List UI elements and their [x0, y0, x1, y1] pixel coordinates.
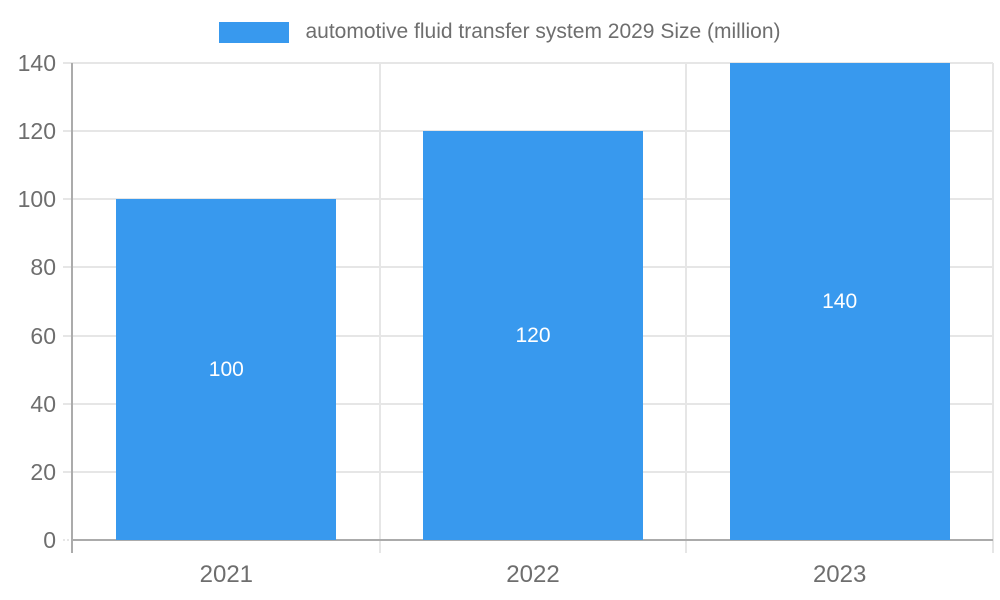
y-zero-tick	[63, 539, 73, 541]
bar[interactable]	[423, 131, 643, 540]
legend[interactable]: automotive fluid transfer system 2029 Si…	[0, 14, 1000, 50]
bar-value-label: 120	[515, 323, 551, 347]
bar-value-label: 100	[208, 357, 244, 381]
y-axis-tick-label: 0	[43, 527, 56, 553]
y-axis-tick-label: 80	[30, 254, 56, 281]
y-axis-tick-label: 140	[17, 50, 56, 76]
x-axis-tick-label: 2021	[199, 561, 254, 588]
x-axis-line	[71, 539, 993, 541]
bar[interactable]	[729, 63, 950, 540]
x-gridline	[685, 63, 688, 553]
y-axis-tick-label: 20	[30, 458, 56, 485]
x-gridline	[378, 63, 381, 553]
y-gridline	[63, 62, 993, 64]
x-gridline	[992, 63, 994, 553]
y-axis-tick-label: 100	[17, 186, 56, 213]
y-axis-tick-label: 60	[30, 322, 56, 349]
y-axis-line	[71, 63, 73, 553]
legend-swatch	[219, 21, 290, 43]
bar-value-label: 140	[822, 289, 858, 313]
x-axis-tick-label: 2023	[812, 561, 867, 588]
y-axis-tick-label: 40	[30, 390, 56, 417]
x-axis-tick-label: 2022	[506, 561, 560, 588]
legend-label: automotive fluid transfer system 2029 Si…	[305, 20, 781, 43]
y-axis-tick-label: 120	[17, 118, 56, 145]
bar[interactable]	[116, 199, 337, 540]
